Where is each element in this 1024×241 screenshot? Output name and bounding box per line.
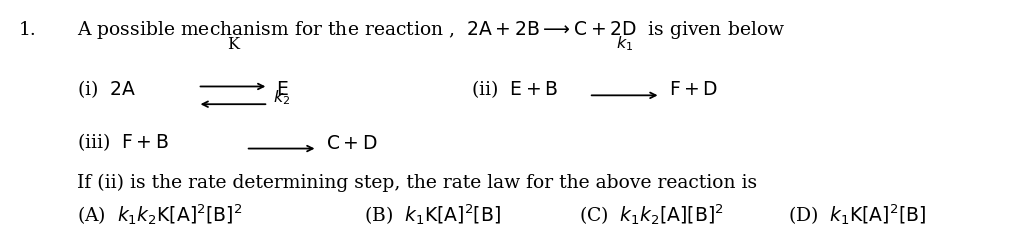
Text: (C)  $k_1k_2\mathrm{[A][B]^2}$: (C) $k_1k_2\mathrm{[A][B]^2}$: [579, 202, 723, 227]
Text: 1.: 1.: [18, 21, 36, 40]
Text: $\mathrm{E}$: $\mathrm{E}$: [276, 81, 289, 99]
Text: (iii)  $\mathrm{F} + \mathrm{B}$: (iii) $\mathrm{F} + \mathrm{B}$: [77, 132, 169, 154]
Text: (A)  $k_1k_2\mathrm{K[A]^2[B]^2}$: (A) $k_1k_2\mathrm{K[A]^2[B]^2}$: [77, 202, 242, 227]
Text: (D)  $k_1\mathrm{K[A]^2[B]}$: (D) $k_1\mathrm{K[A]^2[B]}$: [788, 202, 927, 227]
Text: (B)  $k_1\mathrm{K[A]^2[B]}$: (B) $k_1\mathrm{K[A]^2[B]}$: [364, 202, 501, 227]
Text: A possible mechanism for the reaction ,  $2\mathrm{A} + 2\mathrm{B}{\longrightar: A possible mechanism for the reaction , …: [77, 20, 785, 41]
Text: (ii)  $\mathrm{E} + \mathrm{B}$: (ii) $\mathrm{E} + \mathrm{B}$: [471, 78, 558, 100]
Text: $\mathrm{C} + \mathrm{D}$: $\mathrm{C} + \mathrm{D}$: [326, 134, 377, 153]
Text: $k_1$: $k_1$: [616, 35, 633, 54]
Text: (i)  $2\mathrm{A}$: (i) $2\mathrm{A}$: [77, 78, 136, 100]
Text: $k_2$: $k_2$: [273, 88, 290, 107]
Text: K: K: [227, 36, 239, 53]
Text: If (ii) is the rate determining step, the rate law for the above reaction is: If (ii) is the rate determining step, th…: [77, 174, 757, 193]
Text: $\mathrm{F} + \mathrm{D}$: $\mathrm{F} + \mathrm{D}$: [669, 81, 718, 99]
